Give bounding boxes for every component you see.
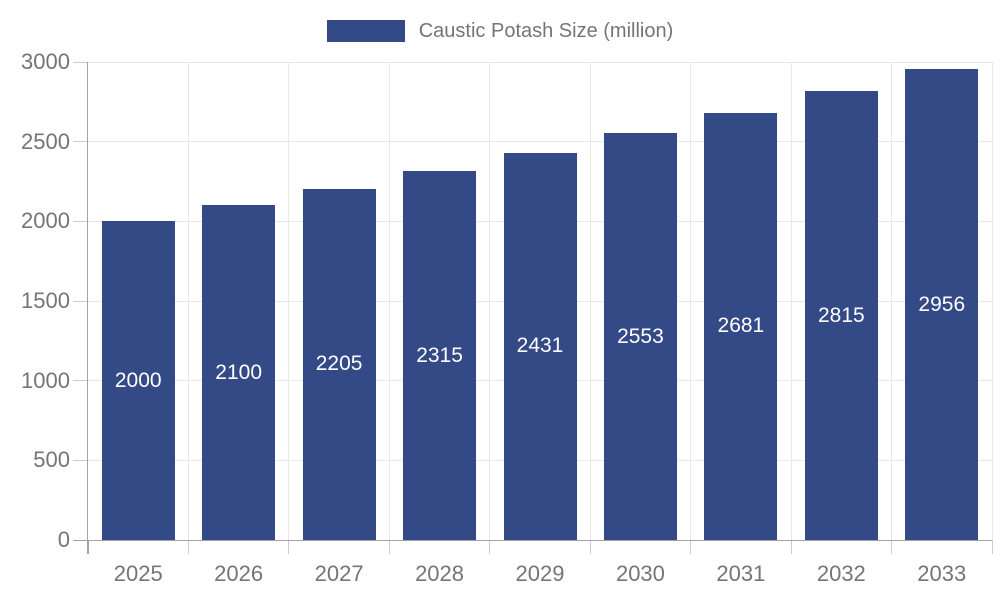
bar (804, 91, 878, 540)
y-tick-label: 2500 (21, 128, 70, 154)
bar-value-label: 2205 (315, 352, 363, 376)
x-tick-label: 2027 (314, 561, 364, 586)
y-tick-label: 500 (33, 447, 70, 473)
x-tick-label: 2030 (615, 561, 665, 586)
bar-value-label: 2815 (817, 303, 865, 327)
x-tick-label: 2025 (113, 561, 163, 586)
v-gridline (288, 62, 290, 540)
x-tick-mark (891, 540, 893, 554)
bar-value-label: 2553 (617, 324, 664, 348)
v-gridline (388, 62, 390, 540)
h-gridline (88, 141, 992, 143)
x-tick-mark (790, 540, 792, 554)
y-tick-mark (73, 300, 88, 302)
y-tick-label: 0 (57, 527, 70, 552)
x-tick-mark (991, 540, 993, 554)
bar (503, 152, 577, 540)
x-tick-mark (589, 540, 591, 554)
x-tick-mark (388, 540, 390, 554)
x-tick-label: 2026 (214, 561, 264, 586)
bar-value-label: 2431 (516, 334, 564, 358)
v-gridline (790, 62, 792, 540)
x-tick-mark (187, 540, 189, 554)
bar (302, 188, 376, 540)
y-tick-mark (73, 380, 88, 382)
x-tick-label: 2032 (816, 561, 866, 586)
y-tick-mark (73, 141, 88, 143)
v-gridline (187, 62, 189, 540)
x-tick-mark (690, 540, 692, 554)
x-tick-label: 2031 (716, 561, 766, 586)
x-tick-label: 2028 (415, 561, 465, 586)
legend-swatch (326, 20, 405, 42)
y-tick-label: 3000 (21, 49, 70, 74)
bar-value-label: 2100 (215, 360, 263, 384)
v-gridline (991, 62, 993, 540)
y-tick-mark (73, 459, 88, 461)
legend-label: Caustic Potash Size (million) (418, 20, 674, 42)
v-gridline (489, 62, 491, 540)
x-tick-mark (87, 540, 89, 554)
y-tick-mark (73, 220, 88, 222)
v-gridline (891, 62, 893, 540)
v-gridline (589, 62, 591, 540)
bar (905, 69, 979, 540)
bar (202, 205, 276, 540)
bar (403, 171, 477, 540)
bar-value-label: 2000 (114, 368, 162, 392)
y-tick-label: 1000 (21, 367, 70, 393)
x-axis-line (73, 539, 992, 541)
bar (704, 112, 778, 540)
y-tick-mark (73, 61, 88, 63)
y-axis-line (87, 62, 88, 554)
x-tick-label: 2033 (917, 561, 967, 586)
bar (603, 133, 677, 540)
bar-value-label: 2956 (918, 292, 966, 316)
v-gridline (690, 62, 692, 540)
y-tick-label: 1500 (21, 288, 70, 313)
bar (101, 221, 175, 540)
x-tick-label: 2029 (515, 561, 565, 586)
legend-item[interactable]: Caustic Potash Size (million) (0, 19, 1000, 43)
y-tick-label: 2000 (21, 208, 70, 234)
x-tick-mark (288, 540, 290, 554)
x-tick-mark (489, 540, 491, 554)
h-gridline (88, 61, 992, 63)
bar-value-label: 2681 (717, 314, 765, 338)
bar-value-label: 2315 (416, 343, 463, 367)
